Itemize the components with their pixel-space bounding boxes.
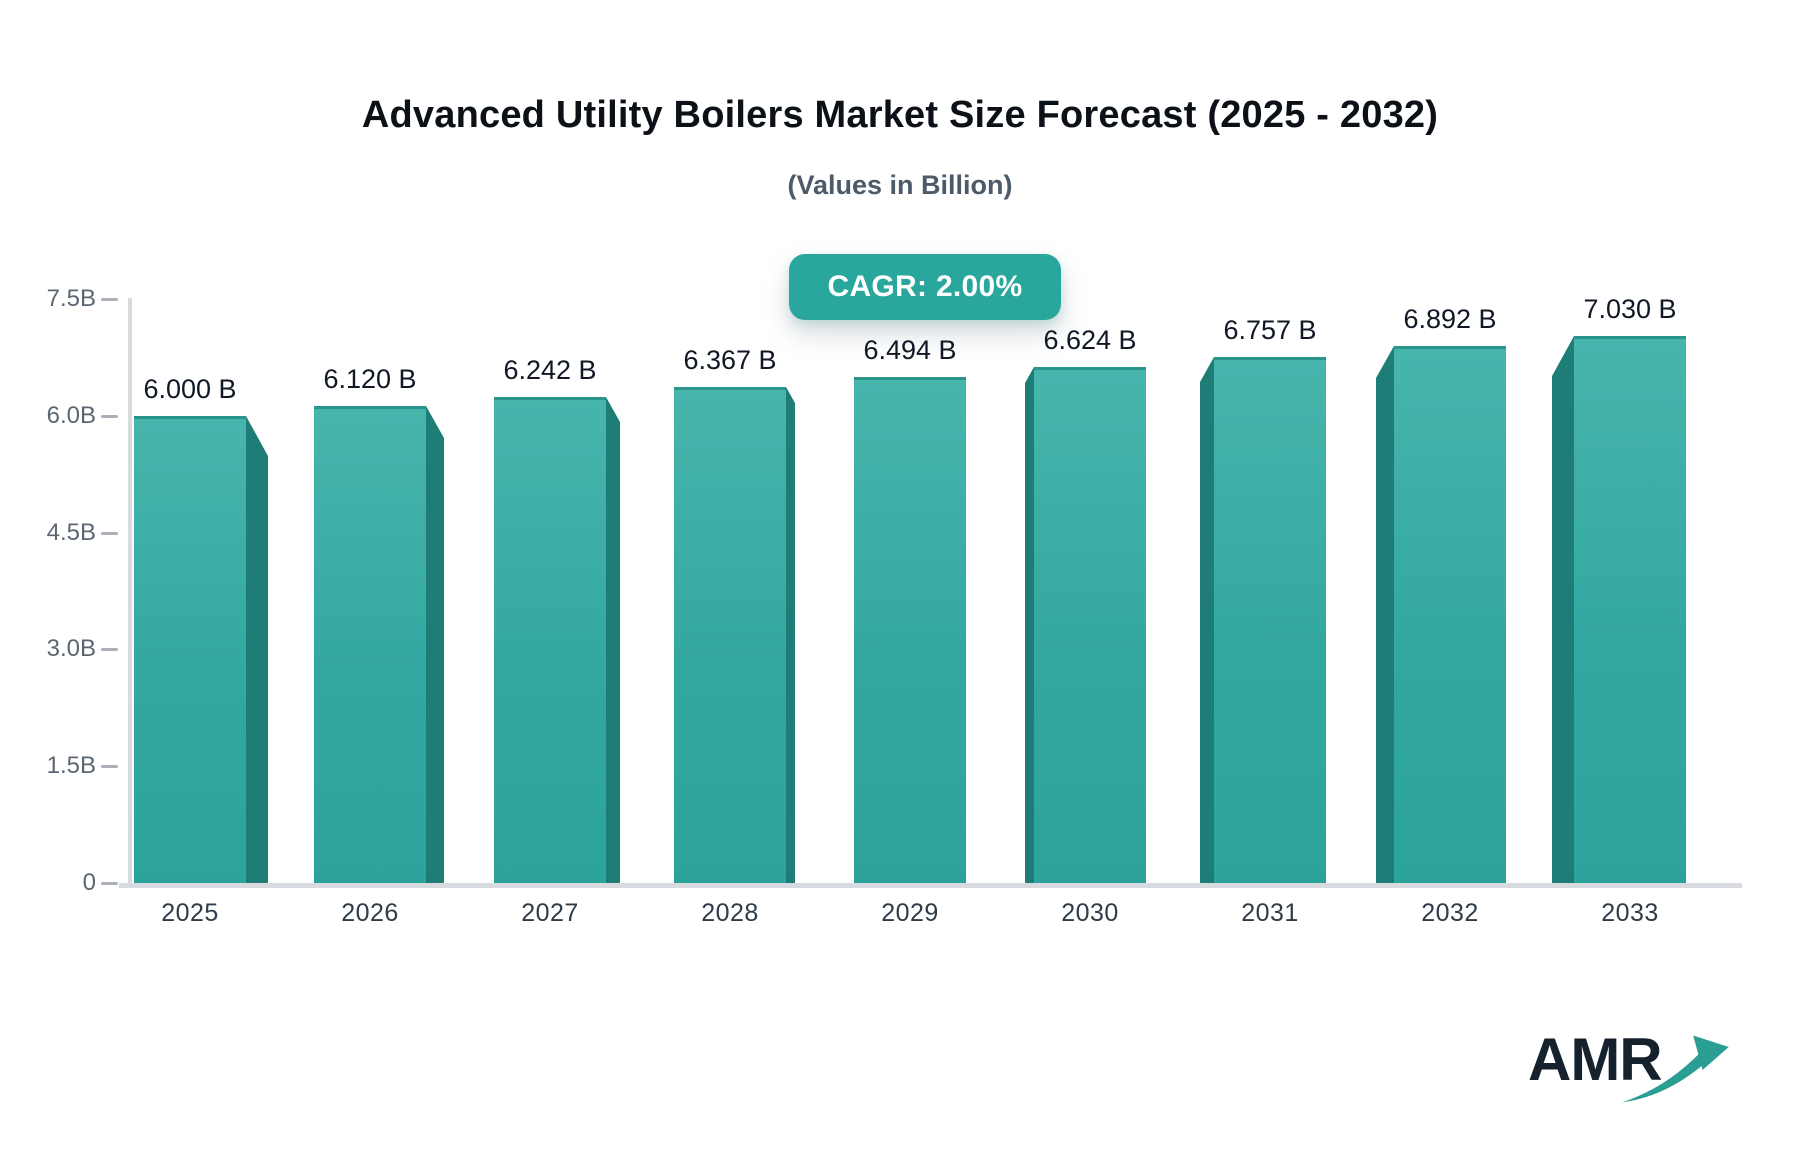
y-tick-label: 3.0B bbox=[46, 635, 96, 663]
bar-side-shadow bbox=[1552, 336, 1574, 883]
bar-face bbox=[314, 406, 426, 883]
bar-face bbox=[1574, 336, 1686, 883]
bar-value-label: 7.030 B bbox=[1583, 294, 1677, 324]
y-tick-mark bbox=[101, 414, 118, 418]
x-tick-label: 2027 bbox=[521, 899, 579, 927]
x-tick-label: 2033 bbox=[1601, 899, 1659, 927]
bar-face bbox=[1214, 357, 1326, 883]
bar-value-label: 6.000 B bbox=[143, 374, 237, 404]
x-tick-label: 2028 bbox=[701, 899, 759, 927]
cagr-badge: CAGR: 2.00% bbox=[789, 254, 1061, 320]
amr-logo: AMR bbox=[1528, 1026, 1729, 1120]
bar-side-shadow bbox=[246, 416, 268, 883]
chart-subtitle: (Values in Billion) bbox=[787, 170, 1013, 200]
bar-value-label: 6.494 B bbox=[863, 335, 957, 365]
bar-value-label: 6.892 B bbox=[1403, 304, 1497, 334]
bar-value-label: 6.624 B bbox=[1043, 325, 1137, 355]
bar-value-label: 6.120 B bbox=[323, 364, 417, 394]
bar-side-shadow bbox=[1200, 357, 1214, 883]
cagr-badge-label: CAGR: 2.00% bbox=[827, 270, 1023, 303]
x-tick-label: 2032 bbox=[1421, 899, 1479, 927]
bar-face bbox=[494, 397, 606, 883]
y-tick-label: 4.5B bbox=[46, 518, 96, 546]
bar-value-label: 6.242 B bbox=[503, 355, 597, 385]
y-tick-mark bbox=[101, 882, 118, 885]
bar-face bbox=[1034, 367, 1146, 883]
y-tick-mark bbox=[101, 531, 118, 535]
x-tick-label: 2030 bbox=[1061, 899, 1119, 927]
x-axis-baseline bbox=[119, 883, 1742, 888]
growth-arrow-icon bbox=[1622, 1035, 1729, 1103]
x-tick-label: 2025 bbox=[161, 899, 219, 927]
chart-title: Advanced Utility Boilers Market Size For… bbox=[361, 94, 1439, 136]
bar-side-shadow bbox=[606, 397, 620, 883]
y-tick-mark bbox=[101, 648, 118, 652]
bar-side-shadow bbox=[1025, 367, 1034, 883]
amr-logo-text: AMR bbox=[1528, 1026, 1663, 1093]
bar-value-label: 6.367 B bbox=[683, 345, 777, 375]
bar-value-label: 6.757 B bbox=[1223, 315, 1317, 345]
y-tick-label: 6.0B bbox=[46, 401, 96, 429]
bar-face bbox=[1394, 346, 1506, 883]
bar-face bbox=[854, 377, 966, 883]
y-tick-label: 1.5B bbox=[46, 752, 96, 780]
bar-face bbox=[134, 416, 246, 883]
y-tick-label: 0 bbox=[82, 869, 96, 896]
x-tick-label: 2031 bbox=[1241, 899, 1299, 927]
y-axis-line bbox=[128, 298, 132, 885]
y-tick-label: 7.5B bbox=[46, 285, 96, 312]
bar-side-shadow bbox=[1376, 346, 1394, 883]
y-tick-mark bbox=[101, 298, 118, 301]
y-tick-mark bbox=[101, 765, 118, 769]
bar-face bbox=[674, 387, 786, 883]
bar-side-shadow bbox=[786, 387, 795, 883]
bar-side-shadow bbox=[426, 406, 444, 883]
x-tick-label: 2026 bbox=[341, 899, 399, 927]
x-tick-label: 2029 bbox=[881, 899, 939, 927]
